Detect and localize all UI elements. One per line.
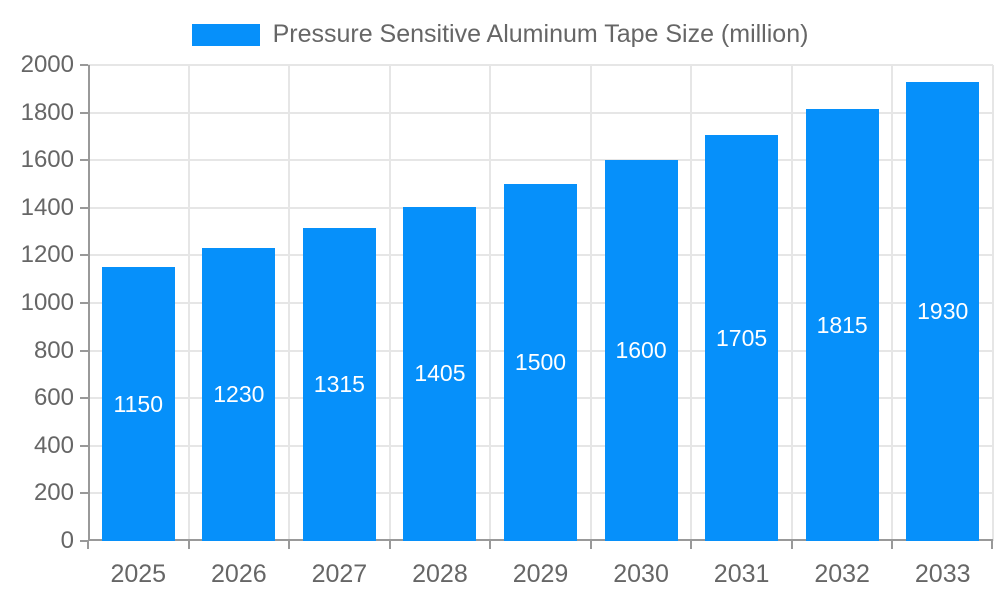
plot-area: 0 200 400 600 800 1000 1200 1400 1600 1800 2000 115… (21, 51, 994, 588)
bar-value-label: 1930 (917, 297, 969, 324)
y-axis-tick (80, 397, 88, 400)
x-axis-label: 2027 (311, 560, 368, 588)
y-axis-tick (80, 206, 88, 209)
x-axis-tick (388, 541, 391, 549)
y-axis-label: 1200 (20, 241, 74, 269)
x-axis-label: 2032 (814, 560, 870, 588)
y-axis-label: 1400 (20, 193, 74, 221)
gridline-vertical (388, 65, 391, 541)
bar-value-label: 1315 (313, 371, 365, 397)
y-axis-label: 800 (33, 336, 74, 364)
x-axis-tick (589, 541, 592, 549)
bar-2029[interactable]: 1500 (504, 184, 577, 541)
y-axis-tick (80, 302, 88, 304)
bar-value-label: 1705 (716, 324, 768, 351)
gridline-vertical (690, 65, 693, 541)
y-axis-label: 200 (33, 479, 74, 507)
bar-value-label: 1150 (113, 390, 163, 417)
y-axis-label: 1000 (20, 289, 74, 316)
y-axis-tick (80, 540, 88, 542)
bar-2032[interactable]: 1815 (805, 109, 879, 541)
gridline-vertical (489, 65, 492, 541)
x-axis-tick (288, 541, 291, 549)
x-axis-tick (991, 541, 993, 549)
x-axis-label: 2033 (914, 560, 971, 588)
bar-2026[interactable]: 1230 (202, 248, 276, 541)
x-axis-label: 2026 (211, 560, 267, 588)
gridline-horizontal (88, 64, 993, 66)
y-axis-label: 1800 (20, 98, 74, 126)
gridline-vertical (589, 65, 592, 541)
gridline-vertical (187, 65, 190, 541)
x-axis-label: 2029 (512, 560, 569, 588)
gridline-horizontal (88, 111, 993, 114)
y-axis-label: 1600 (20, 146, 74, 174)
x-axis-tick (187, 541, 190, 549)
bar-2031[interactable]: 1705 (705, 135, 779, 541)
bar-2027[interactable]: 1315 (302, 228, 376, 541)
bar-2033[interactable]: 1930 (906, 81, 980, 541)
y-axis-tick (80, 64, 88, 66)
bar-2030[interactable]: 1600 (604, 160, 678, 541)
legend[interactable]: Pressure Sensitive Aluminum Tape Size (m… (0, 20, 1000, 49)
x-axis-tick (87, 541, 89, 549)
x-axis-label: 2030 (613, 560, 669, 588)
bar-value-label: 1600 (615, 337, 667, 364)
x-axis-tick (790, 541, 793, 549)
y-axis-label: 2000 (20, 51, 74, 78)
gridline-vertical (992, 65, 994, 541)
y-axis-label: 600 (33, 384, 74, 412)
x-axis-tick (489, 541, 492, 549)
x-axis-tick (891, 541, 894, 549)
bar-2025[interactable]: 1150 (101, 267, 175, 541)
gridline-vertical (288, 65, 291, 541)
bar-value-label: 1405 (414, 360, 466, 387)
y-axis-label: 0 (60, 527, 74, 554)
x-axis-label: 2031 (713, 560, 770, 588)
y-axis-tick (80, 254, 88, 257)
y-axis-tick (80, 111, 88, 114)
bar-value-label: 1230 (213, 381, 265, 408)
gridline-horizontal (88, 159, 993, 162)
x-axis-tick (690, 541, 693, 549)
x-axis-label: 2025 (110, 560, 167, 588)
y-axis-label: 400 (33, 431, 74, 459)
y-axis-tick (80, 159, 88, 162)
bar-value-label: 1500 (514, 349, 567, 375)
x-axis-label: 2028 (412, 560, 468, 588)
bar-2028[interactable]: 1405 (403, 206, 477, 541)
gridline-vertical (790, 65, 793, 541)
gridline-vertical (891, 65, 894, 541)
legend-swatch (191, 23, 260, 46)
y-axis-line (88, 65, 90, 541)
bar-value-label: 1815 (816, 311, 868, 338)
legend-label: Pressure Sensitive Aluminum Tape Size (m… (272, 20, 809, 48)
y-axis-tick (80, 444, 88, 447)
y-axis-tick (80, 349, 88, 352)
y-axis-tick (80, 492, 88, 495)
